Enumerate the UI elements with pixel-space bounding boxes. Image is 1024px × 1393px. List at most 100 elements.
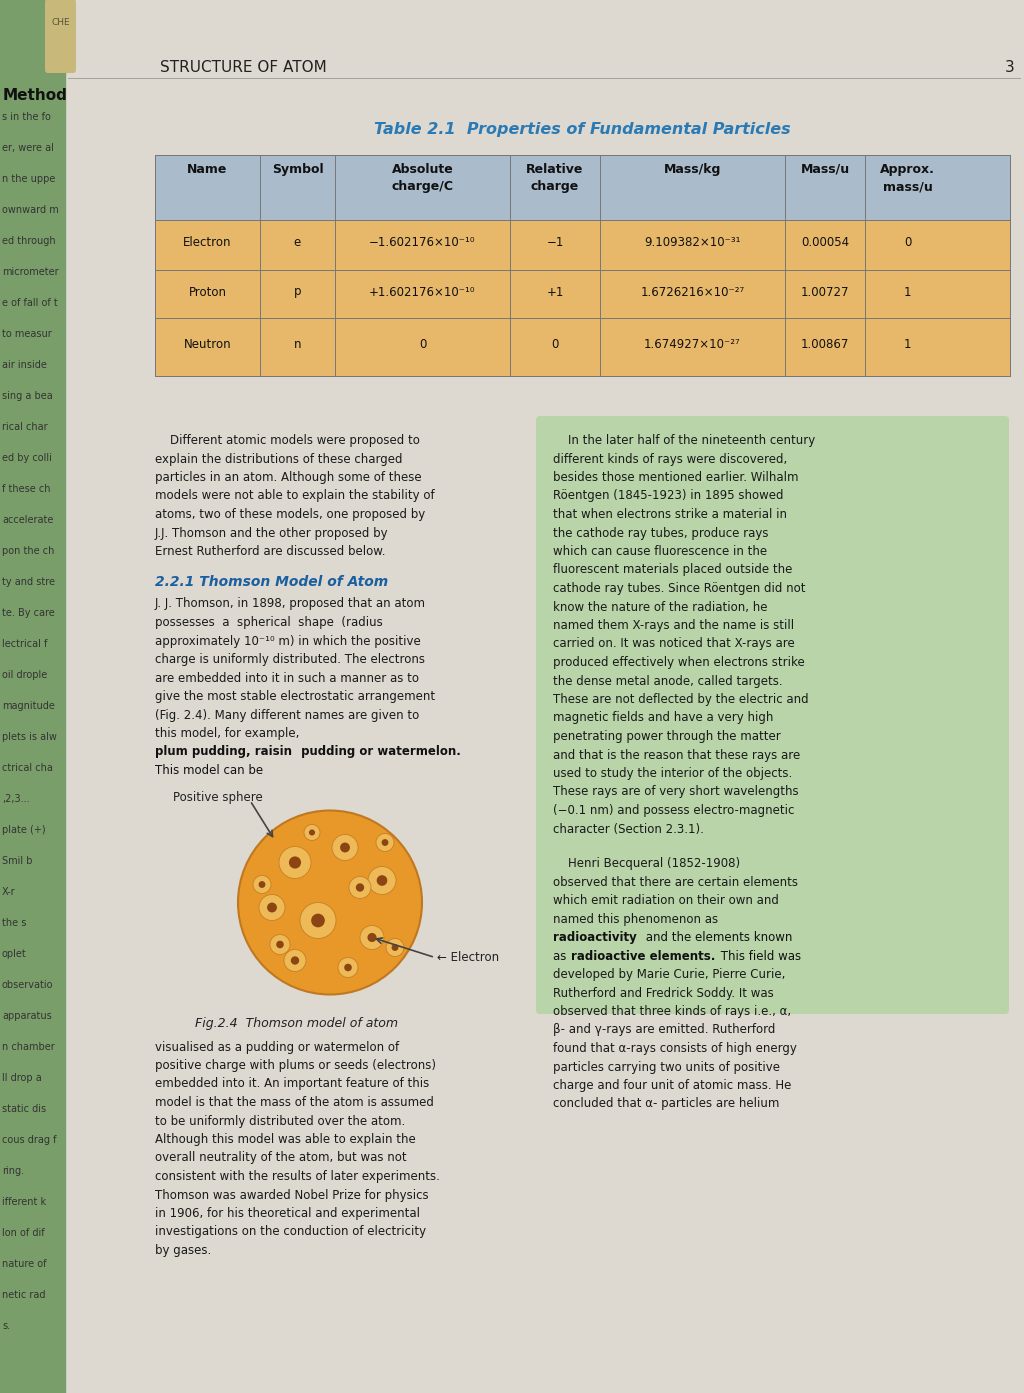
Text: observatio: observatio (2, 981, 53, 990)
Circle shape (338, 957, 358, 978)
Text: Method: Method (3, 88, 68, 103)
Text: pon the ch: pon the ch (2, 546, 54, 556)
Circle shape (291, 957, 299, 965)
Text: as: as (553, 950, 570, 963)
Text: ty and stre: ty and stre (2, 577, 55, 586)
Circle shape (368, 866, 396, 894)
Text: character (Section 2.3.1).: character (Section 2.3.1). (553, 822, 703, 836)
Text: produced effectively when electrons strike: produced effectively when electrons stri… (553, 656, 805, 669)
Circle shape (300, 903, 336, 939)
Text: radioactivity: radioactivity (553, 931, 637, 944)
Text: Ernest Rutherford are discussed below.: Ernest Rutherford are discussed below. (155, 545, 385, 559)
Text: Relative
charge: Relative charge (526, 163, 584, 194)
Text: by gases.: by gases. (155, 1244, 211, 1256)
Text: Mass/kg: Mass/kg (664, 163, 721, 176)
Text: oil drople: oil drople (2, 670, 47, 680)
Text: the cathode ray tubes, produce rays: the cathode ray tubes, produce rays (553, 527, 768, 539)
Text: and that is the reason that these rays are: and that is the reason that these rays a… (553, 748, 800, 762)
Circle shape (349, 876, 371, 898)
Text: 0: 0 (551, 338, 559, 351)
Circle shape (386, 939, 404, 957)
Bar (155, 220, 1010, 270)
Text: −1: −1 (547, 237, 563, 249)
Circle shape (311, 914, 325, 928)
Text: pudding or watermelon.: pudding or watermelon. (297, 745, 461, 759)
Text: give the most stable electrostatic arrangement: give the most stable electrostatic arran… (155, 690, 435, 703)
Text: models were not able to explain the stability of: models were not able to explain the stab… (155, 489, 434, 503)
Text: overall neutrality of the atom, but was not: overall neutrality of the atom, but was … (155, 1152, 407, 1165)
Text: 1.00727: 1.00727 (801, 286, 849, 298)
Text: static dis: static dis (2, 1105, 46, 1114)
Text: magnitude: magnitude (2, 701, 55, 710)
Text: magnetic fields and have a very high: magnetic fields and have a very high (553, 712, 773, 724)
Text: ← Electron: ← Electron (437, 951, 499, 964)
Bar (0, 0, 65, 1393)
Text: Proton: Proton (188, 286, 226, 298)
Text: plets is alw: plets is alw (2, 731, 57, 742)
Text: s in the fo: s in the fo (2, 111, 51, 123)
Text: ,2,3...: ,2,3... (2, 794, 30, 804)
Text: which emit radiation on their own and: which emit radiation on their own and (553, 894, 779, 907)
Text: ifferent k: ifferent k (2, 1197, 46, 1206)
Text: Mass/u: Mass/u (801, 163, 850, 176)
Text: consistent with the results of later experiments.: consistent with the results of later exp… (155, 1170, 440, 1183)
Text: X-r: X-r (2, 887, 15, 897)
Text: observed that there are certain elements: observed that there are certain elements (553, 875, 798, 889)
Text: Although this model was able to explain the: Although this model was able to explain … (155, 1133, 416, 1146)
Circle shape (259, 894, 285, 921)
Text: s.: s. (2, 1321, 10, 1330)
Text: J. J. Thomson, in 1898, proposed that an atom: J. J. Thomson, in 1898, proposed that an… (155, 598, 426, 610)
Text: concluded that α- particles are helium: concluded that α- particles are helium (553, 1098, 779, 1110)
Text: particles in an atom. Although some of these: particles in an atom. Although some of t… (155, 471, 422, 483)
Text: and the elements known: and the elements known (642, 931, 793, 944)
Text: Electron: Electron (183, 237, 231, 249)
Text: besides those mentioned earlier. Wilhalm: besides those mentioned earlier. Wilhalm (553, 471, 799, 483)
Circle shape (368, 933, 377, 942)
Text: oplet: oplet (2, 949, 27, 958)
Circle shape (360, 925, 384, 950)
Text: 1.6726216×10⁻²⁷: 1.6726216×10⁻²⁷ (640, 286, 744, 298)
Text: In the later half of the nineteenth century: In the later half of the nineteenth cent… (553, 435, 815, 447)
Circle shape (284, 950, 306, 971)
Text: fluorescent materials placed outside the: fluorescent materials placed outside the (553, 564, 793, 577)
Text: are embedded into it in such a manner as to: are embedded into it in such a manner as… (155, 671, 419, 684)
Bar (155, 270, 1010, 318)
FancyBboxPatch shape (45, 0, 76, 72)
Text: lon of dif: lon of dif (2, 1229, 45, 1238)
Text: n: n (294, 338, 301, 351)
Text: Name: Name (187, 163, 227, 176)
Text: 0: 0 (904, 237, 911, 249)
Text: which can cause fluorescence in the: which can cause fluorescence in the (553, 545, 767, 559)
Circle shape (259, 882, 265, 887)
Text: This field was: This field was (717, 950, 801, 963)
Text: er, were al: er, were al (2, 143, 54, 153)
Text: Different atomic models were proposed to: Different atomic models were proposed to (155, 435, 420, 447)
Text: developed by Marie Curie, Pierre Curie,: developed by Marie Curie, Pierre Curie, (553, 968, 785, 981)
Text: f these ch: f these ch (2, 483, 50, 495)
Text: different kinds of rays were discovered,: different kinds of rays were discovered, (553, 453, 787, 465)
Text: n chamber: n chamber (2, 1042, 54, 1052)
Text: embedded into it. An important feature of this: embedded into it. An important feature o… (155, 1078, 429, 1091)
Text: ring.: ring. (2, 1166, 25, 1176)
Text: plate (+): plate (+) (2, 825, 46, 834)
Circle shape (238, 811, 422, 995)
Text: atoms, two of these models, one proposed by: atoms, two of these models, one proposed… (155, 508, 425, 521)
Text: approximately 10⁻¹⁰ m) in which the positive: approximately 10⁻¹⁰ m) in which the posi… (155, 634, 421, 648)
Text: visualised as a pudding or watermelon of: visualised as a pudding or watermelon of (155, 1041, 399, 1053)
Text: accelerate: accelerate (2, 515, 53, 525)
Circle shape (332, 834, 358, 861)
Circle shape (279, 847, 311, 879)
Text: e: e (294, 237, 301, 249)
Text: Table 2.1  Properties of Fundamental Particles: Table 2.1 Properties of Fundamental Part… (374, 123, 791, 137)
Circle shape (377, 875, 387, 886)
Text: Röentgen (1845-1923) in 1895 showed: Röentgen (1845-1923) in 1895 showed (553, 489, 783, 503)
Circle shape (340, 843, 350, 853)
Text: radioactive elements.: radioactive elements. (571, 950, 716, 963)
Text: model is that the mass of the atom is assumed: model is that the mass of the atom is as… (155, 1096, 434, 1109)
Text: particles carrying two units of positive: particles carrying two units of positive (553, 1060, 780, 1074)
Text: Rutherford and Fredrick Soddy. It was: Rutherford and Fredrick Soddy. It was (553, 986, 774, 1000)
Text: 0: 0 (419, 338, 426, 351)
Text: n the uppe: n the uppe (2, 174, 55, 184)
Text: possesses  a  spherical  shape  (radius: possesses a spherical shape (radius (155, 616, 383, 630)
Text: Absolute
charge/C: Absolute charge/C (391, 163, 454, 194)
